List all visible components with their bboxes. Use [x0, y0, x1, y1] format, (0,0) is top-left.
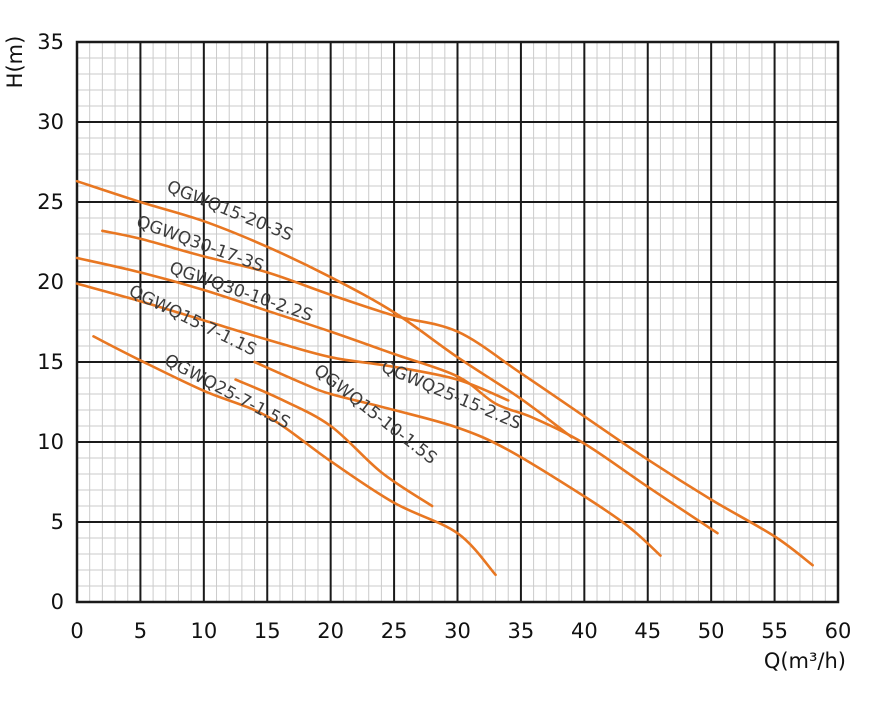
x-tick-label: 40	[571, 619, 598, 643]
curve-QGWQ15-7-1.1S	[75, 282, 510, 402]
x-axis-title: Q(m³/h)	[764, 649, 846, 673]
curve-QGWQ15-20-3S	[75, 179, 573, 439]
x-tick-label: 30	[444, 619, 471, 643]
x-tick-label: 15	[254, 619, 281, 643]
x-tick-label: 55	[761, 619, 788, 643]
plot-border	[75, 40, 840, 604]
y-tick-label: 30	[37, 110, 64, 134]
curve-QGWQ30-17-3S	[101, 229, 814, 567]
y-tick-label: 0	[51, 590, 64, 614]
curve-QGWQ15-10-1.5S	[234, 378, 434, 508]
y-axis-title: H(m)	[3, 36, 27, 89]
y-tick-label: 20	[37, 270, 64, 294]
curve-QGWQ25-7-1.5S	[92, 335, 497, 577]
y-tick-label: 15	[37, 350, 64, 374]
curve-QGWQ25-15-2.2S	[253, 360, 662, 557]
x-tick-label: 50	[698, 619, 725, 643]
curve-QGWQ30-10-2.2S	[75, 256, 719, 535]
x-tick-label: 10	[190, 619, 217, 643]
x-tick-label: 25	[381, 619, 408, 643]
y-tick-label: 5	[51, 510, 64, 534]
x-tick-label: 45	[634, 619, 661, 643]
x-tick-label: 5	[134, 619, 147, 643]
x-tick-label: 60	[825, 619, 852, 643]
x-tick-label: 0	[70, 619, 83, 643]
y-tick-label: 25	[37, 190, 64, 214]
y-tick-label: 35	[37, 30, 64, 54]
y-tick-label: 10	[37, 430, 64, 454]
x-tick-label: 20	[317, 619, 344, 643]
x-tick-label: 35	[508, 619, 535, 643]
